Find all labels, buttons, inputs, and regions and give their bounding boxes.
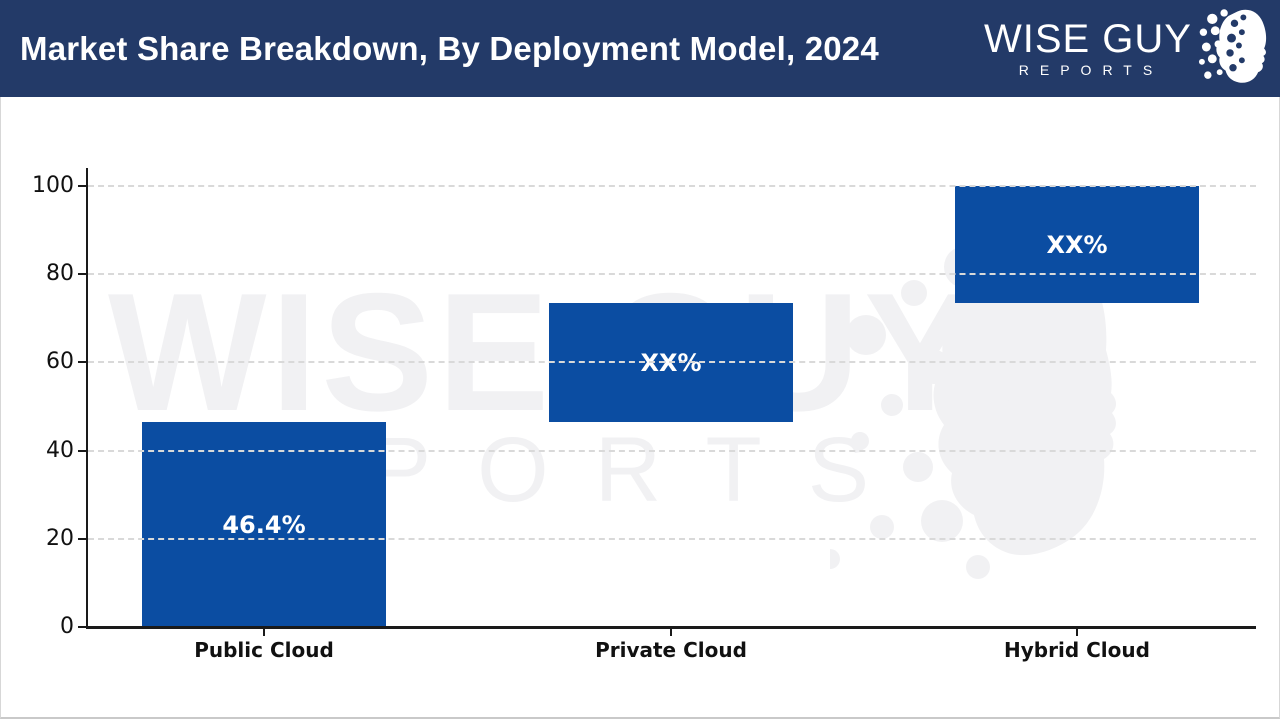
y-tick-mark-100 (78, 185, 87, 187)
bar-value-label: XX% (1046, 230, 1108, 259)
category-label-hybrid-cloud: Hybrid Cloud (1004, 638, 1150, 662)
wise-guy-reports-logo: WISE GUY REPORTS (984, 5, 1280, 93)
y-tick-label-40: 40 (46, 437, 74, 463)
y-tick-mark-0 (78, 626, 87, 628)
logo-text: WISE GUY REPORTS (984, 19, 1192, 78)
category-label-public-cloud: Public Cloud (194, 638, 334, 662)
y-tick-label-80: 80 (46, 261, 74, 287)
logo-head-icon (1196, 5, 1270, 93)
y-tick-label-60: 60 (46, 349, 74, 375)
y-tick-mark-20 (78, 537, 87, 540)
grid-line-40 (88, 449, 1256, 452)
x-tick-mark-3 (1076, 629, 1078, 636)
chart-bar-public-cloud: 46.4% (142, 422, 386, 627)
y-tick-mark-60 (78, 361, 87, 364)
page-title: Market Share Breakdown, By Deployment Mo… (20, 29, 879, 67)
y-tick-mark-40 (78, 449, 87, 452)
x-tick-mark-2 (670, 629, 672, 636)
y-axis (86, 168, 88, 629)
x-tick-mark-1 (263, 629, 265, 636)
grid-line-20 (88, 537, 1256, 540)
grid-line-60 (88, 361, 1256, 364)
grid-line-80 (88, 273, 1256, 276)
logo-wordmark: WISE GUY (983, 17, 1192, 61)
logo-subtitle: REPORTS (1018, 62, 1164, 78)
watermark-wordmark: WISE GUY (108, 258, 981, 446)
header-bar: Market Share Breakdown, By Deployment Mo… (0, 0, 1280, 97)
grid-line-100 (88, 185, 1256, 187)
y-tick-label-20: 20 (46, 525, 74, 551)
category-label-private-cloud: Private Cloud (595, 638, 747, 662)
chart-bar-hybrid-cloud: XX% (955, 186, 1199, 304)
y-tick-mark-80 (78, 273, 87, 276)
y-tick-label-100: 100 (32, 173, 74, 198)
y-tick-label-0: 0 (60, 614, 74, 639)
x-axis (86, 626, 1256, 629)
bar-value-label: 46.4% (222, 510, 306, 539)
